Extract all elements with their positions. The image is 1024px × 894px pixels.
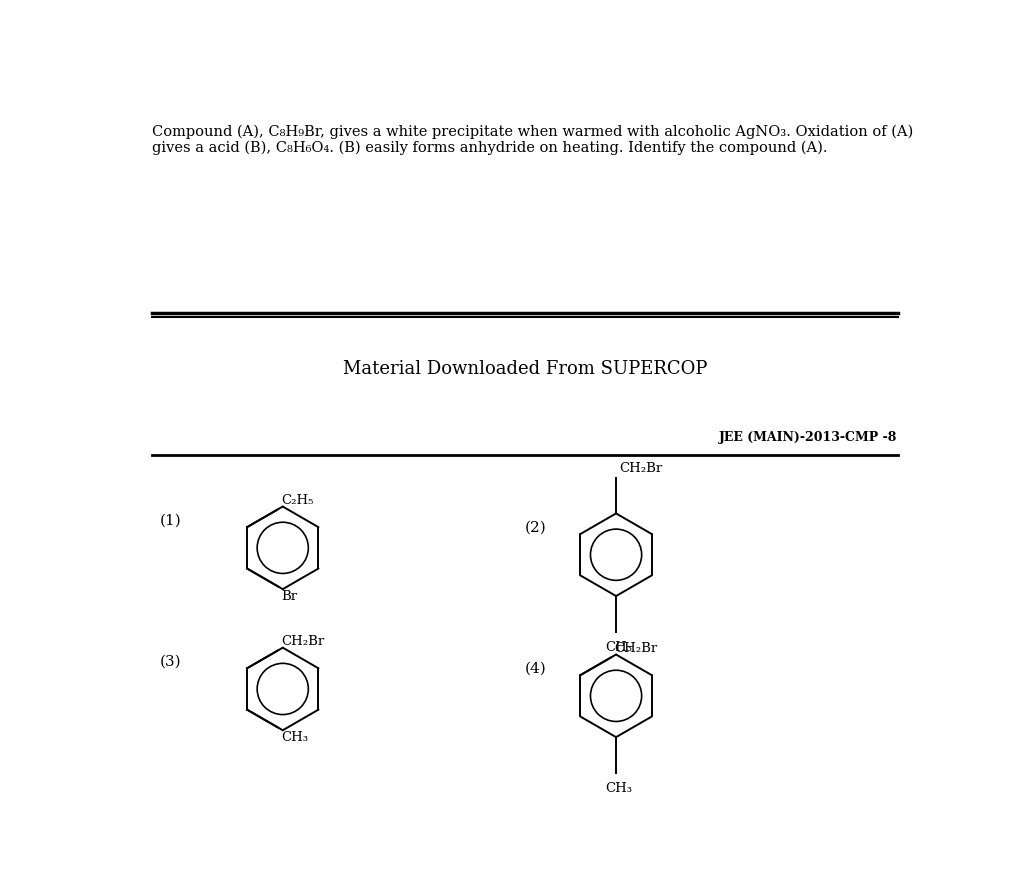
Text: CH₂Br: CH₂Br <box>620 462 663 475</box>
Text: CH₂Br: CH₂Br <box>614 642 657 655</box>
Text: (2): (2) <box>524 520 547 535</box>
Text: CH₂Br: CH₂Br <box>282 636 325 648</box>
Text: gives a acid (B), C₈H₆O₄. (B) easily forms anhydride on heating. Identify the co: gives a acid (B), C₈H₆O₄. (B) easily for… <box>152 140 827 155</box>
Text: (3): (3) <box>160 654 181 669</box>
Text: (4): (4) <box>524 662 547 675</box>
Text: (1): (1) <box>160 513 181 527</box>
Text: JEE (MAIN)-2013-CMP -8: JEE (MAIN)-2013-CMP -8 <box>720 431 898 444</box>
Text: Br: Br <box>282 590 297 603</box>
Text: C₂H₅: C₂H₅ <box>282 494 313 507</box>
Text: CH₃: CH₃ <box>606 782 633 795</box>
Text: CH₃: CH₃ <box>282 731 308 744</box>
Text: CH₃: CH₃ <box>606 641 633 654</box>
Text: Material Downloaded From SUPERCOP: Material Downloaded From SUPERCOP <box>343 360 707 378</box>
Text: Compound (A), C₈H₉Br, gives a white precipitate when warmed with alcoholic AgNO₃: Compound (A), C₈H₉Br, gives a white prec… <box>152 124 913 139</box>
